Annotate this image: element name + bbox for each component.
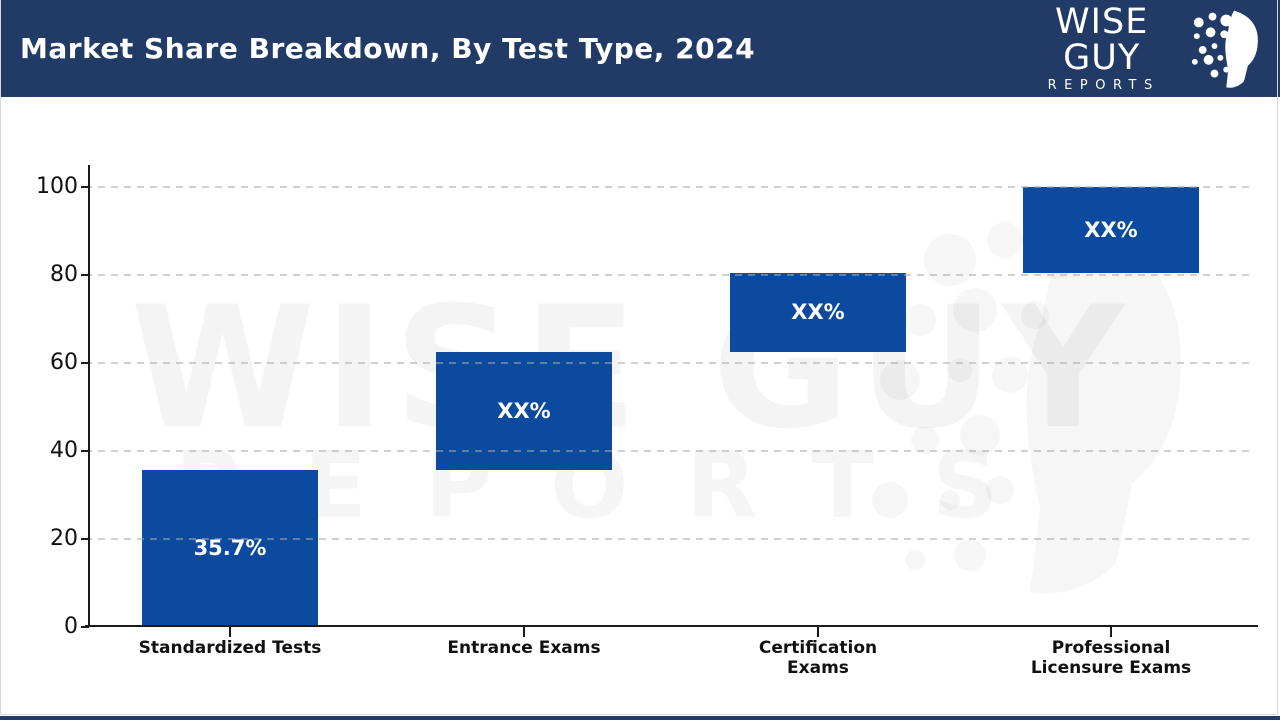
category-label-1: Standardized Tests bbox=[138, 638, 322, 658]
brand-logo: WISE GUY REPORTS bbox=[1012, 4, 1262, 93]
x-tick-mark-4 bbox=[1110, 627, 1112, 637]
y-tick-label-60: 60 bbox=[50, 350, 78, 375]
brand-logo-text: WISE GUY REPORTS bbox=[1012, 4, 1191, 94]
bar-segment-1 bbox=[142, 469, 318, 627]
y-tick-label-40: 40 bbox=[50, 438, 78, 463]
x-tick-mark-3 bbox=[817, 627, 819, 637]
bar-value-label-1: 35.7% bbox=[193, 536, 267, 561]
bar-value-label-4: XX% bbox=[1084, 217, 1138, 242]
y-tick-label-80: 80 bbox=[50, 262, 78, 287]
y-tick-label-20: 20 bbox=[50, 526, 78, 551]
gridline-y-60 bbox=[85, 362, 1255, 364]
gridline-y-100 bbox=[85, 186, 1255, 188]
y-tick-mark-60 bbox=[81, 362, 89, 364]
chart-title: Market Share Breakdown, By Test Type, 20… bbox=[20, 32, 756, 65]
brand-name: WISE GUY bbox=[1055, 2, 1149, 78]
x-axis-line bbox=[85, 625, 1258, 627]
category-label-3: Certification Exams bbox=[758, 638, 878, 678]
gridline-y-80 bbox=[85, 274, 1255, 276]
y-tick-label-100: 100 bbox=[36, 174, 78, 199]
y-axis-line bbox=[88, 165, 90, 627]
x-tick-mark-2 bbox=[523, 627, 525, 637]
brand-subtitle: REPORTS bbox=[1047, 78, 1160, 93]
bar-value-label-3: XX% bbox=[791, 300, 845, 325]
category-label-2: Entrance Exams bbox=[447, 638, 601, 658]
category-label-4: Professional Licensure Exams bbox=[1030, 638, 1192, 678]
bar-value-label-2: XX% bbox=[497, 398, 551, 423]
y-tick-mark-40 bbox=[81, 450, 89, 452]
dotted-head-logo-icon bbox=[1192, 10, 1259, 88]
footer-accent-bar bbox=[0, 716, 1280, 720]
y-tick-mark-20 bbox=[81, 538, 89, 540]
y-tick-mark-100 bbox=[81, 186, 89, 188]
bar-segment-3 bbox=[730, 272, 906, 352]
header-bar: Market Share Breakdown, By Test Type, 20… bbox=[0, 0, 1280, 97]
y-tick-label-0: 0 bbox=[64, 614, 78, 639]
chart-plot-area: 35.7% XX% XX% XX% 0 20 40 60 80 100 Standardized … bbox=[0, 97, 1280, 720]
x-tick-mark-1 bbox=[229, 627, 231, 637]
gridline-y-40 bbox=[85, 450, 1255, 452]
y-tick-mark-0 bbox=[81, 626, 89, 628]
bar-segment-4 bbox=[1023, 187, 1199, 273]
gridline-y-20 bbox=[85, 538, 1255, 540]
y-tick-mark-80 bbox=[81, 274, 89, 276]
